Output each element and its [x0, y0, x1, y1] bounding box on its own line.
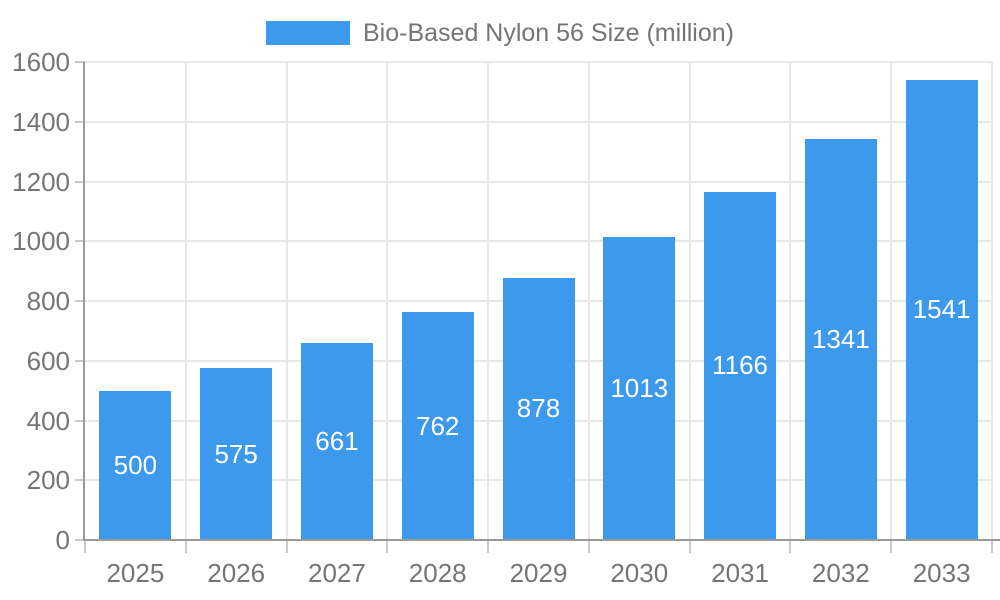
bar-value-label: 575 — [214, 438, 258, 469]
x-axis-tick — [184, 540, 187, 553]
bar-value-label: 878 — [516, 393, 561, 424]
bar-value-label: 661 — [315, 425, 359, 456]
x-axis-tick — [688, 540, 691, 553]
y-axis-tick — [75, 419, 85, 422]
bar-value-label: 500 — [113, 449, 158, 480]
y-axis-line — [83, 62, 85, 540]
x-axis-label: 2025 — [106, 558, 165, 588]
bar-2031: 1166 — [704, 191, 777, 540]
bar-value-label: 762 — [416, 410, 460, 441]
bar-2029: 878 — [502, 277, 575, 540]
y-axis-tick — [75, 539, 85, 541]
x-axis-label: 2028 — [408, 558, 467, 588]
bar-2033: 1541 — [905, 79, 978, 540]
legend-series-label: Bio-Based Nylon 56 Size (million) — [363, 18, 734, 47]
y-axis-tick — [75, 240, 85, 243]
gridline-vertical — [285, 62, 288, 540]
gridline-vertical — [487, 62, 490, 540]
x-axis-label: 2027 — [308, 558, 366, 588]
bar-value-label: 1341 — [811, 324, 870, 355]
y-axis-tick — [75, 61, 85, 63]
gridline-vertical — [587, 62, 590, 540]
gridline-horizontal — [85, 120, 992, 123]
bar-2030: 1013 — [603, 237, 676, 540]
gridline-horizontal — [85, 240, 992, 243]
gridline-vertical — [386, 62, 389, 540]
x-axis-line — [83, 539, 1000, 541]
bar-2027: 661 — [300, 342, 373, 540]
gridline-vertical — [890, 62, 893, 540]
gridline-vertical — [688, 62, 691, 540]
bar-2028: 762 — [401, 312, 474, 540]
x-axis-label: 2031 — [711, 558, 769, 588]
gridline-vertical — [991, 62, 993, 540]
gridline-vertical — [184, 62, 187, 540]
y-axis-label: 800 — [26, 286, 70, 316]
x-axis-label: 2033 — [912, 558, 971, 588]
chart-legend[interactable]: Bio-Based Nylon 56 Size (million) — [0, 18, 1000, 47]
x-axis-label: 2026 — [207, 558, 266, 588]
y-axis-label: 1000 — [12, 226, 70, 257]
bar-value-label: 1541 — [912, 294, 971, 325]
x-axis-label: 2029 — [509, 558, 568, 588]
x-axis-tick — [789, 540, 792, 553]
y-axis-label: 400 — [26, 405, 70, 436]
bar-value-label: 1166 — [712, 350, 768, 381]
bar-2025: 500 — [99, 390, 172, 540]
gridline-horizontal — [85, 180, 992, 183]
y-axis-label: 200 — [26, 465, 70, 496]
y-axis-label: 0 — [55, 525, 70, 555]
x-axis-tick — [487, 540, 490, 553]
x-axis-tick — [587, 540, 590, 553]
bar-2032: 1341 — [804, 139, 877, 540]
x-axis-tick — [991, 540, 993, 553]
legend-swatch — [266, 21, 350, 45]
bar-value-label: 1013 — [610, 373, 669, 404]
x-axis-label: 2030 — [610, 558, 669, 588]
y-axis-tick — [75, 359, 85, 362]
x-axis-tick — [386, 540, 389, 553]
y-axis-label: 1600 — [12, 47, 70, 77]
x-axis-tick — [890, 540, 893, 553]
x-axis-tick — [84, 540, 86, 553]
y-axis-tick — [75, 479, 85, 482]
y-axis-tick — [75, 300, 85, 302]
x-axis-label: 2032 — [811, 558, 870, 588]
bar-2026: 575 — [200, 368, 273, 540]
y-axis-label: 600 — [26, 345, 70, 376]
y-axis-label: 1400 — [12, 106, 70, 137]
y-axis-label: 1200 — [12, 166, 70, 197]
gridline-horizontal — [85, 61, 992, 63]
x-axis-tick — [285, 540, 288, 553]
y-axis-tick — [75, 180, 85, 183]
gridline-vertical — [789, 62, 792, 540]
y-axis-tick — [75, 120, 85, 123]
